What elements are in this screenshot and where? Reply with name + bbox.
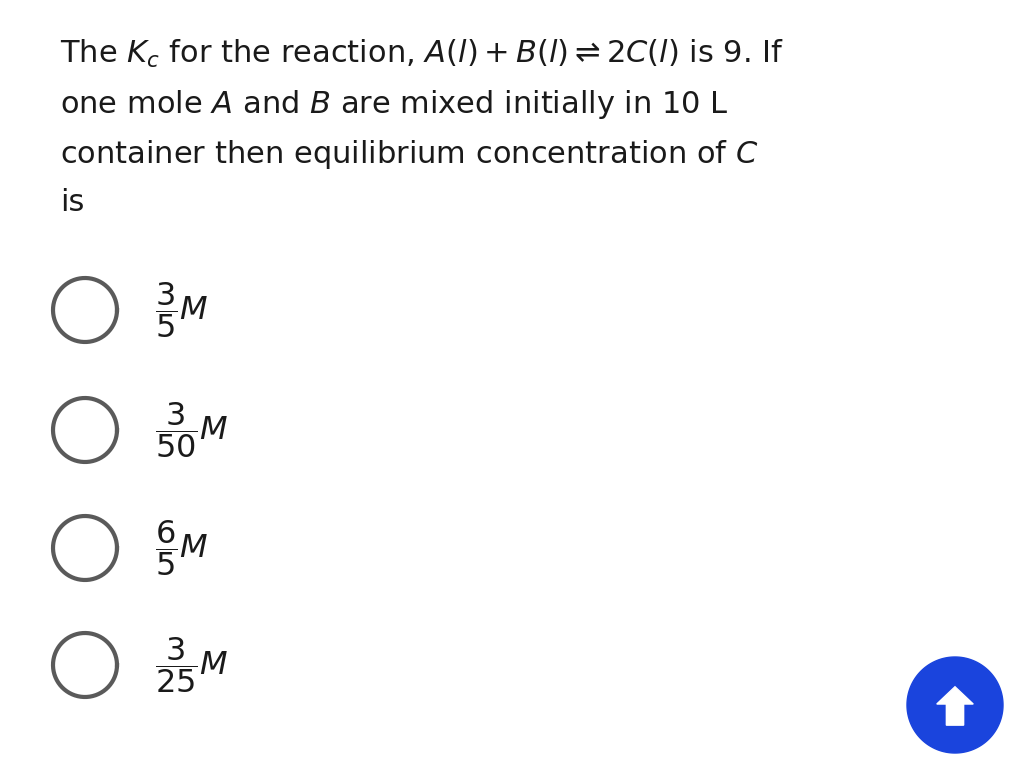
- Text: $\dfrac{3}{5}M$: $\dfrac{3}{5}M$: [155, 280, 208, 340]
- Text: The $K_c$ for the reaction, $A(l)+B(l)\rightleftharpoons 2C(l)$ is 9. If: The $K_c$ for the reaction, $A(l)+B(l)\r…: [60, 38, 784, 70]
- Text: one mole $A$ and $B$ are mixed initially in 10 L: one mole $A$ and $B$ are mixed initially…: [60, 88, 729, 121]
- Text: $\dfrac{3}{25}M$: $\dfrac{3}{25}M$: [155, 635, 228, 695]
- Text: $\dfrac{6}{5}M$: $\dfrac{6}{5}M$: [155, 518, 208, 578]
- Polygon shape: [907, 657, 1002, 753]
- Text: container then equilibrium concentration of $C$: container then equilibrium concentration…: [60, 138, 759, 171]
- Text: $\dfrac{3}{50}M$: $\dfrac{3}{50}M$: [155, 400, 228, 460]
- Text: is: is: [60, 188, 84, 217]
- Polygon shape: [937, 687, 973, 725]
